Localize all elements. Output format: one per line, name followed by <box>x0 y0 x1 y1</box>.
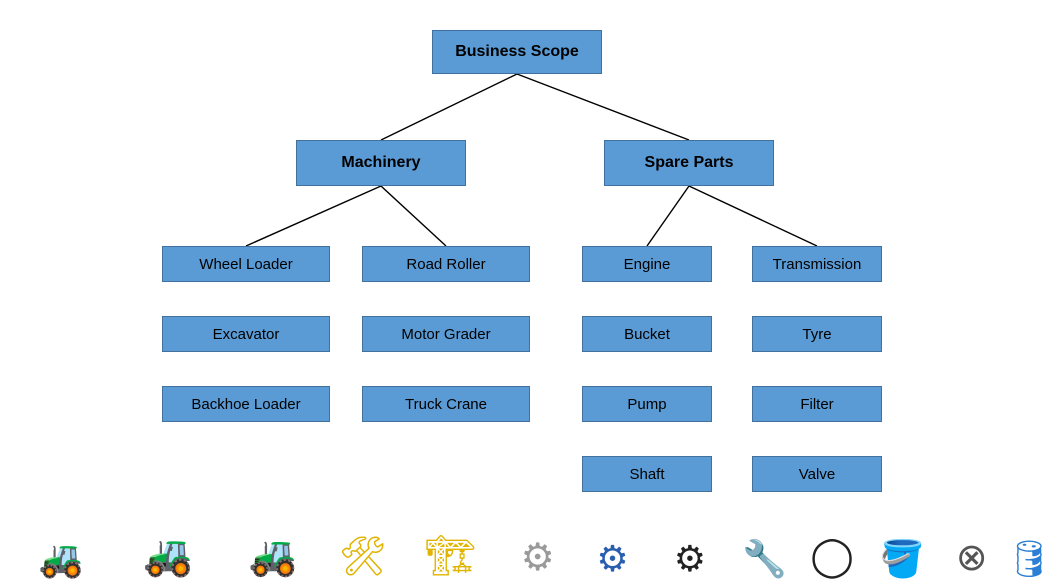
node-filter: Filter <box>752 386 882 422</box>
edge-machinery-wheel <box>246 186 381 246</box>
node-label: Valve <box>799 466 835 483</box>
node-label: Bucket <box>624 326 670 343</box>
axle-hub-img: ⊗ <box>942 528 1002 586</box>
node-wheel: Wheel Loader <box>162 246 330 282</box>
node-shaft: Shaft <box>582 456 712 492</box>
node-excavator: Excavator <box>162 316 330 352</box>
node-road: Road Roller <box>362 246 530 282</box>
tyre-img: ◯ <box>802 526 862 586</box>
filter-housing-img-glyph: 🔧 <box>742 538 787 580</box>
pump-assembly-img: ⚙ <box>652 531 727 586</box>
edge-spare-transmission <box>689 186 817 246</box>
node-label: Truck Crane <box>405 396 487 413</box>
filter-housing-img: 🔧 <box>732 531 797 586</box>
lubricant-pail-img-glyph: 🛢 <box>1006 538 1052 580</box>
node-engine: Engine <box>582 246 712 282</box>
node-label: Pump <box>627 396 666 413</box>
node-label: Excavator <box>213 326 280 343</box>
excavator-img-glyph: 🏗 <box>425 532 476 579</box>
tyre-img-glyph: ◯ <box>810 534 854 579</box>
node-backhoe: Backhoe Loader <box>162 386 330 422</box>
motor-grader-img: 🚜 <box>8 531 113 586</box>
node-label: Tyre <box>802 326 831 343</box>
edge-root-spare <box>517 74 689 140</box>
node-transmission: Transmission <box>752 246 882 282</box>
product-image-row: 🚜 🚜 🚜 🛠 🏗 ⚙ ⚙ ⚙ 🔧 ◯ 🪣 ⊗ 🛢 <box>0 513 1060 588</box>
edge-spare-engine <box>647 186 689 246</box>
bucket-img-glyph: 🪣 <box>879 538 924 580</box>
node-label: Machinery <box>341 154 420 172</box>
wheel-loader-img-glyph: 🚜 <box>143 532 193 579</box>
motor-grader-img-glyph: 🚜 <box>39 538 84 580</box>
node-valve: Valve <box>752 456 882 492</box>
excavator-img: 🏗 <box>403 524 498 586</box>
axle-hub-img-glyph: ⊗ <box>956 535 988 580</box>
node-tyre: Tyre <box>752 316 882 352</box>
hydraulic-motor-img-glyph: ⚙ <box>596 538 628 580</box>
node-label: Engine <box>624 256 671 273</box>
hydraulic-motor-img: ⚙ <box>577 531 647 586</box>
skid-steer-img: 🛠 <box>328 528 398 586</box>
node-truck: Truck Crane <box>362 386 530 422</box>
node-label: Spare Parts <box>645 154 734 172</box>
tree-edges <box>0 0 1060 588</box>
torque-converter-img-glyph: ⚙ <box>521 535 555 580</box>
edge-machinery-road <box>381 186 446 246</box>
node-machinery: Machinery <box>296 140 466 186</box>
node-root: Business Scope <box>432 30 602 74</box>
node-label: Filter <box>800 396 833 413</box>
skid-steer-img-glyph: 🛠 <box>339 535 387 579</box>
bucket-img: 🪣 <box>867 531 937 586</box>
wheel-loader-img: 🚜 <box>118 524 218 586</box>
node-label: Shaft <box>629 466 664 483</box>
torque-converter-img: ⚙ <box>503 528 573 586</box>
edge-root-machinery <box>381 74 517 140</box>
node-spare: Spare Parts <box>604 140 774 186</box>
node-label: Business Scope <box>455 43 579 61</box>
node-label: Backhoe Loader <box>191 396 300 413</box>
backhoe-loader-img: 🚜 <box>223 526 323 586</box>
node-bucket: Bucket <box>582 316 712 352</box>
node-label: Wheel Loader <box>199 256 292 273</box>
backhoe-loader-img-glyph: 🚜 <box>249 533 298 579</box>
node-label: Road Roller <box>406 256 485 273</box>
lubricant-pail-img: 🛢 <box>1007 531 1052 586</box>
node-label: Transmission <box>773 256 862 273</box>
node-pump: Pump <box>582 386 712 422</box>
node-motor: Motor Grader <box>362 316 530 352</box>
pump-assembly-img-glyph: ⚙ <box>674 538 706 580</box>
node-label: Motor Grader <box>401 326 490 343</box>
